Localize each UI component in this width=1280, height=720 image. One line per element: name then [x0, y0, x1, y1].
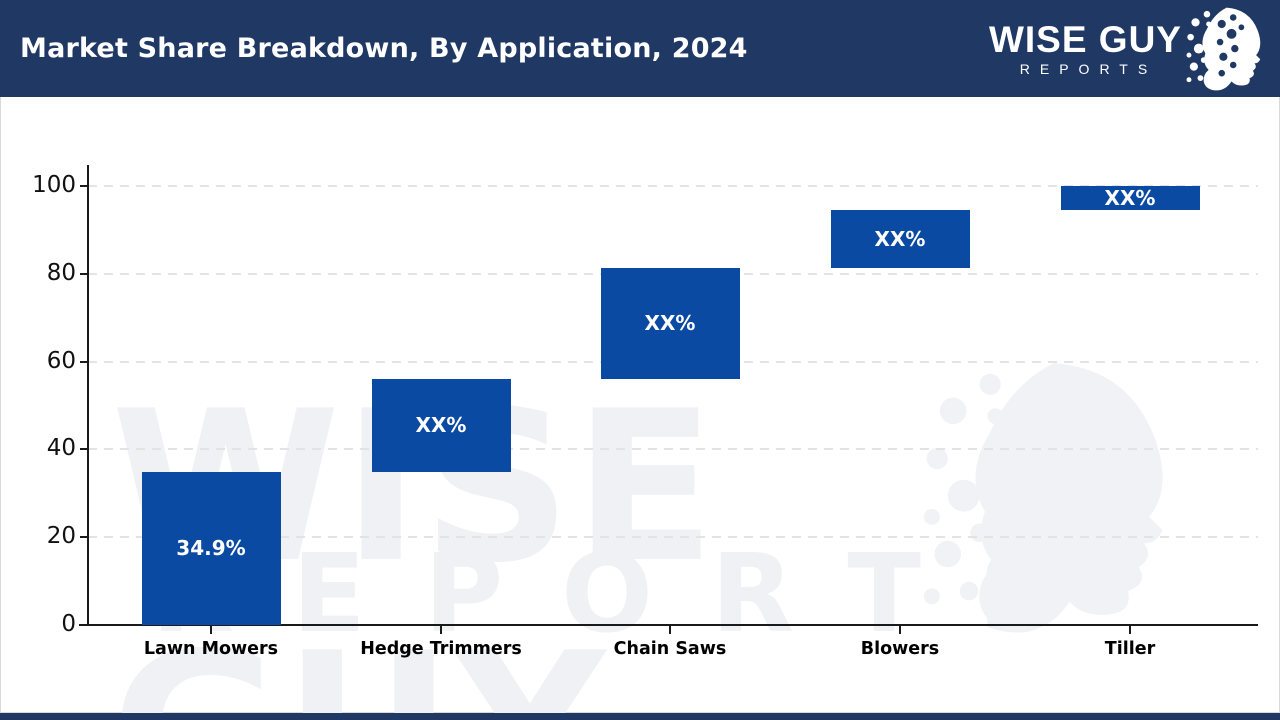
- gridline: [88, 185, 1258, 187]
- bar-value-label: XX%: [415, 413, 467, 438]
- x-tick-mark: [440, 626, 442, 634]
- y-tick-label: 100: [32, 172, 76, 198]
- brand-wordmark: WISE GUY REPORTS: [989, 21, 1182, 76]
- x-category-label: Tiller: [1104, 639, 1156, 659]
- x-tick-mark: [669, 626, 671, 634]
- y-tick-mark: [80, 536, 88, 539]
- y-tick-mark: [80, 185, 88, 187]
- bar-value-label: XX%: [874, 226, 926, 251]
- footer-bar: [0, 713, 1280, 720]
- header-bar: Market Share Breakdown, By Application, …: [0, 0, 1280, 97]
- brand-subtitle: REPORTS: [1019, 61, 1158, 77]
- brand-logo: WISE GUY REPORTS: [989, 0, 1266, 97]
- y-tick-label: 40: [46, 435, 76, 462]
- gridline: [88, 448, 1258, 451]
- y-tick-mark: [80, 272, 88, 275]
- x-tick-mark: [899, 626, 901, 634]
- y-tick-label: 80: [46, 259, 76, 286]
- wise-guy-face-icon: [1186, 7, 1261, 90]
- y-tick-mark: [80, 360, 88, 363]
- x-category-label: Lawn Mowers: [143, 639, 279, 659]
- brand-name: WISE GUY: [988, 19, 1182, 60]
- bar-lawn-mowers: 34.9%: [141, 471, 281, 625]
- bar-blowers: XX%: [830, 210, 970, 268]
- x-tick-mark: [1129, 626, 1131, 634]
- x-category-label: Chain Saws: [613, 639, 727, 659]
- bar-chain-saws: XX%: [600, 267, 740, 380]
- watermark-face-icon: [923, 363, 1163, 632]
- gridline: [88, 536, 1258, 539]
- y-tick-label: 20: [46, 523, 76, 550]
- x-axis: [79, 624, 1258, 626]
- y-tick-label: 60: [46, 347, 76, 374]
- bar-value-label: XX%: [1104, 186, 1156, 211]
- bar-hedge-trimmers: XX%: [371, 379, 511, 472]
- bar-value-label: XX%: [644, 311, 696, 336]
- x-tick-mark: [210, 626, 212, 634]
- x-category-label: Hedge Trimmers: [360, 639, 522, 659]
- y-tick-mark: [80, 448, 88, 451]
- y-tick-label: 0: [61, 611, 76, 637]
- page-title: Market Share Breakdown, By Application, …: [20, 33, 748, 64]
- x-category-label: Blowers: [860, 639, 940, 659]
- y-axis: [87, 164, 89, 626]
- bar-value-label: 34.9%: [176, 536, 246, 561]
- bar-tiller: XX%: [1060, 186, 1200, 211]
